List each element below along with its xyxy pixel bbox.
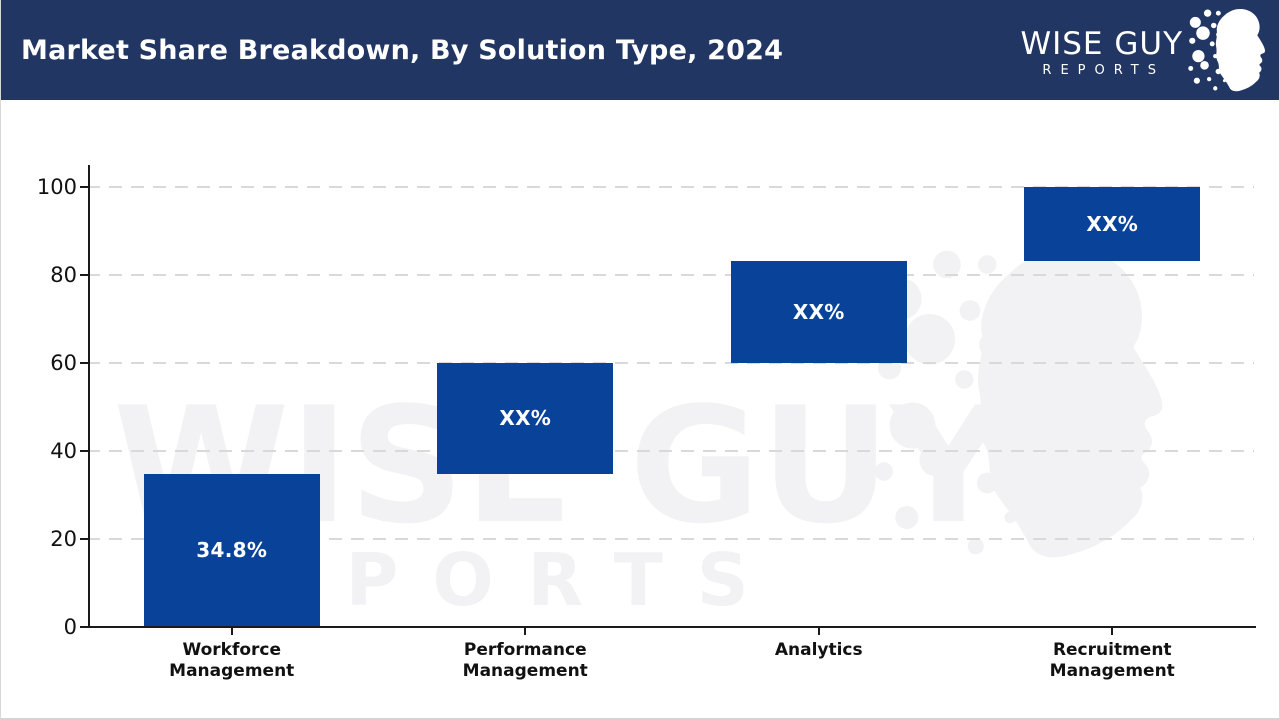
y-tick-60 [80, 362, 89, 364]
y-tick-label-80: 80 [50, 263, 77, 287]
bar-4: XX% [1024, 187, 1201, 261]
x-category-label-line: Management [169, 661, 295, 681]
x-tick-2 [524, 627, 527, 635]
x-tick-4 [1111, 627, 1114, 635]
gridline-100 [87, 186, 1254, 188]
y-tick-label-100: 100 [36, 175, 77, 199]
y-tick-label-40: 40 [50, 439, 77, 463]
x-category-label-line: Management [462, 661, 588, 681]
header-band: Market Share Breakdown, By Solution Type… [1, 0, 1279, 100]
x-category-label-line: Analytics [774, 640, 863, 660]
x-category-label-line: Management [1049, 661, 1175, 681]
x-tick-1 [230, 627, 233, 635]
gridline-20 [87, 538, 1254, 540]
y-tick-20 [80, 538, 89, 540]
x-category-label-3: Analytics [699, 640, 939, 661]
wiseguy-head-icon [1188, 8, 1266, 92]
y-tick-0 [80, 626, 89, 628]
x-tick-3 [817, 627, 820, 635]
bar-value-label: XX% [1086, 211, 1139, 236]
bar-2: XX% [437, 363, 614, 474]
y-tick-80 [80, 274, 89, 276]
x-category-label-line: Workforce [182, 640, 282, 660]
chart-area: WISE GUY REPORTS 0 20 40 60 80 100 34.8% Workfo… [1, 100, 1279, 718]
bar-value-label: XX% [499, 406, 552, 431]
gridline-60 [87, 362, 1254, 364]
x-category-label-2: Performance Management [405, 640, 645, 682]
gridline-80 [87, 274, 1254, 276]
logo-tagline: REPORTS [1042, 62, 1166, 78]
y-tick-label-60: 60 [50, 351, 77, 375]
y-tick-label-0: 0 [63, 615, 77, 639]
x-category-label-line: Performance [463, 640, 587, 660]
bar-1: 34.8% [143, 473, 320, 627]
bar-value-label: 34.8% [196, 538, 268, 563]
page-title: Market Share Breakdown, By Solution Type… [21, 34, 784, 66]
x-axis [86, 626, 1256, 628]
y-axis [88, 165, 90, 628]
x-category-label-1: Workforce Management [112, 640, 352, 682]
gridline-40 [87, 450, 1254, 452]
logo-name: WISE GUY [1020, 25, 1183, 62]
bar-3: XX% [730, 260, 907, 363]
bar-value-label: XX% [792, 299, 845, 324]
y-tick-label-20: 20 [50, 527, 77, 551]
x-category-label-4: Recruitment Management [992, 640, 1232, 682]
y-tick-40 [80, 450, 89, 452]
watermark-head-icon [874, 248, 1163, 558]
brand-logo: WISE GUY REPORTS [1020, 4, 1267, 96]
x-category-label-line: Recruitment [1052, 640, 1172, 660]
y-tick-100 [80, 186, 89, 188]
wiseguy-logo-text: WISE GUY REPORTS [1020, 27, 1183, 78]
